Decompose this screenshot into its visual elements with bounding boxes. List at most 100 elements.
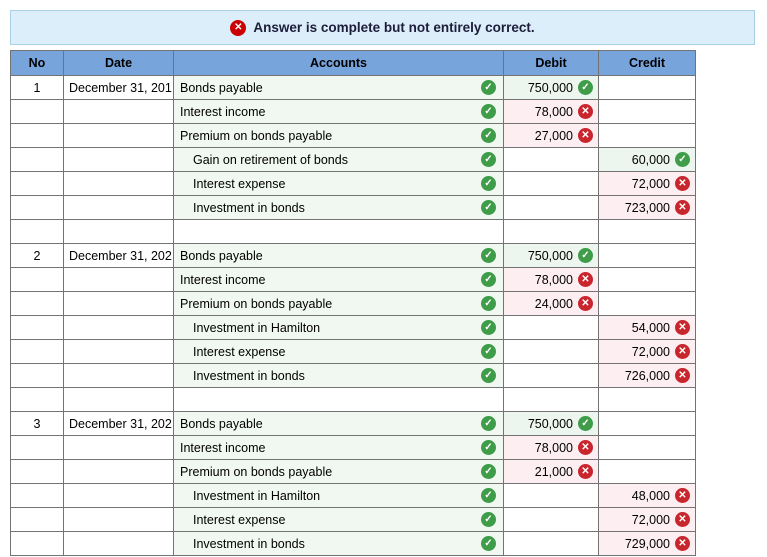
table-row: 2 December 31, 202 Bonds payable ✓ 750,0… [10, 243, 696, 268]
entry-date-cell: December 31, 202 [63, 411, 174, 436]
entry-date-text: December 31, 202 [69, 248, 172, 263]
journal-entry-table: No Date Accounts Debit Credit 1 December… [10, 50, 696, 556]
credit-cell: 72,000 ✕ [598, 507, 696, 532]
credit-value: 48,000 [631, 488, 670, 503]
table-row: Investment in bonds ✓ 726,000 ✕ [10, 363, 696, 388]
correct-icon: ✓ [481, 176, 496, 191]
credit-cell: 726,000 ✕ [598, 363, 696, 388]
debit-cell: 78,000 ✕ [503, 435, 599, 460]
table-row: Investment in bonds ✓ 723,000 ✕ [10, 195, 696, 220]
credit-cell: 729,000 ✕ [598, 531, 696, 556]
entry-number-cell [10, 363, 64, 388]
credit-value: 72,000 [631, 512, 670, 527]
entry-number-cell [10, 219, 64, 244]
account-cell: Interest income ✓ [173, 435, 504, 460]
debit-cell [503, 363, 599, 388]
entry-date-cell [63, 531, 174, 556]
credit-value: 72,000 [631, 344, 670, 359]
correct-icon: ✓ [578, 80, 593, 95]
incorrect-icon: ✕ [578, 440, 593, 455]
account-label: Bonds payable [180, 248, 263, 263]
entry-date-cell [63, 315, 174, 340]
account-cell: Bonds payable ✓ [173, 411, 504, 436]
credit-value: 729,000 [624, 536, 670, 551]
entry-date-cell [63, 339, 174, 364]
entry-date-cell [63, 171, 174, 196]
account-label: Premium on bonds payable [180, 128, 333, 143]
table-row: Interest expense ✓ 72,000 ✕ [10, 339, 696, 364]
account-label: Investment in Hamilton [193, 320, 321, 335]
correct-icon: ✓ [481, 104, 496, 119]
col-header-date: Date [63, 50, 174, 76]
account-label: Investment in Hamilton [193, 488, 321, 503]
correct-icon: ✓ [578, 416, 593, 431]
correct-icon: ✓ [481, 344, 496, 359]
credit-cell: 60,000 ✓ [598, 147, 696, 172]
debit-cell: 78,000 ✕ [503, 267, 599, 292]
correct-icon: ✓ [481, 416, 496, 431]
credit-value: 723,000 [624, 200, 670, 215]
account-cell: Interest income ✓ [173, 99, 504, 124]
entry-date-cell [63, 483, 174, 508]
credit-cell [598, 243, 696, 268]
col-header-accounts: Accounts [173, 50, 504, 76]
incorrect-icon: ✕ [578, 128, 593, 143]
credit-value: 726,000 [624, 368, 670, 383]
account-label: Interest income [180, 104, 266, 119]
account-label: Bonds payable [180, 80, 263, 95]
col-header-credit: Credit [598, 50, 696, 76]
correct-icon: ✓ [481, 536, 496, 551]
header-row: No Date Accounts Debit Credit [10, 50, 696, 76]
debit-value: 750,000 [527, 80, 573, 95]
account-cell: Gain on retirement of bonds ✓ [173, 147, 504, 172]
entry-number-cell: 3 [10, 411, 64, 436]
credit-cell [598, 387, 696, 412]
account-cell: Investment in Hamilton ✓ [173, 315, 504, 340]
entry-number-cell [10, 507, 64, 532]
incorrect-icon: ✕ [578, 272, 593, 287]
debit-cell: 24,000 ✕ [503, 291, 599, 316]
incorrect-icon: ✕ [675, 344, 690, 359]
credit-cell [598, 99, 696, 124]
account-label: Investment in bonds [193, 536, 305, 551]
credit-cell: 72,000 ✕ [598, 171, 696, 196]
debit-value: 750,000 [527, 248, 573, 263]
credit-cell [598, 291, 696, 316]
debit-cell: 750,000 ✓ [503, 75, 599, 100]
account-cell: Investment in Hamilton ✓ [173, 483, 504, 508]
account-label: Interest expense [193, 344, 286, 359]
account-cell: Premium on bonds payable ✓ [173, 291, 504, 316]
correct-icon: ✓ [481, 440, 496, 455]
credit-cell [598, 75, 696, 100]
entry-number-cell [10, 147, 64, 172]
account-label: Interest income [180, 440, 266, 455]
debit-cell [503, 315, 599, 340]
incorrect-icon: ✕ [578, 464, 593, 479]
account-cell [173, 387, 504, 412]
entry-date-text: December 31, 202 [69, 416, 172, 431]
account-cell: Interest expense ✓ [173, 507, 504, 532]
error-icon: ✕ [230, 19, 247, 36]
correct-icon: ✓ [481, 464, 496, 479]
incorrect-icon: ✕ [578, 104, 593, 119]
entry-number-cell [10, 387, 64, 412]
account-label: Premium on bonds payable [180, 296, 333, 311]
incorrect-icon: ✕ [675, 536, 690, 551]
credit-cell [598, 411, 696, 436]
debit-cell [503, 387, 599, 412]
table-row: Interest income ✓ 78,000 ✕ [10, 435, 696, 460]
correct-icon: ✓ [481, 296, 496, 311]
entry-number-cell [10, 171, 64, 196]
account-label: Investment in bonds [193, 200, 305, 215]
table-row: Premium on bonds payable ✓ 21,000 ✕ [10, 459, 696, 484]
table-row: 3 December 31, 202 Bonds payable ✓ 750,0… [10, 411, 696, 436]
account-cell: Investment in bonds ✓ [173, 195, 504, 220]
debit-cell: 27,000 ✕ [503, 123, 599, 148]
entry-date-cell [63, 363, 174, 388]
incorrect-icon: ✕ [675, 488, 690, 503]
credit-cell [598, 435, 696, 460]
credit-value: 72,000 [631, 176, 670, 191]
entry-date-cell: December 31, 202 [63, 243, 174, 268]
account-cell: Premium on bonds payable ✓ [173, 459, 504, 484]
